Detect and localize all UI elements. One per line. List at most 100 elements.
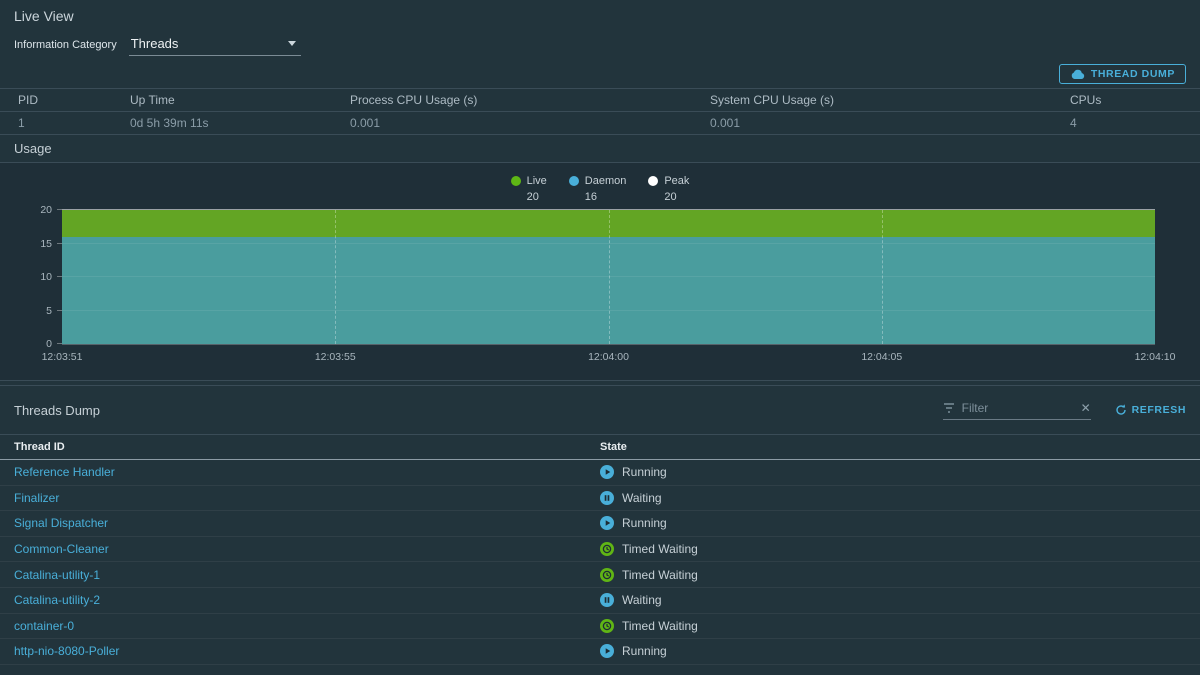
play-icon <box>600 516 614 531</box>
h-gridline <box>62 242 1155 244</box>
y-tick-mark <box>57 276 62 277</box>
play-icon <box>600 465 614 480</box>
legend-value: 20 <box>664 191 677 203</box>
v-gridline <box>335 210 337 344</box>
thread-id-link[interactable]: Common-Cleaner <box>14 542 109 557</box>
thread-state: Timed Waiting <box>586 542 1200 557</box>
filter-icon <box>943 402 954 413</box>
process-cell-value: 4 <box>1070 116 1077 130</box>
actions-row: THREAD DUMP <box>0 56 1200 88</box>
filter-group: ✕ <box>942 400 1091 420</box>
usage-title: Usage <box>14 141 52 156</box>
y-axis-label: 0 <box>46 338 52 350</box>
legend-dot-icon <box>568 176 579 186</box>
live-area <box>62 210 1155 237</box>
v-gridline <box>881 210 883 344</box>
thread-state: Timed Waiting <box>586 567 1200 582</box>
threads-table-body: Reference Handler Running Finalizer Waiting… <box>0 460 1200 665</box>
thread-state: Waiting <box>586 490 1200 505</box>
cloud-download-icon <box>1071 69 1084 79</box>
y-tick-mark <box>57 209 62 210</box>
thread-dump-button[interactable]: THREAD DUMP <box>1058 64 1186 84</box>
thread-id-column-header: Thread ID <box>14 441 65 453</box>
process-column-header: System CPU Usage (s) <box>710 93 835 107</box>
usage-section: Usage <box>0 135 1200 163</box>
thread-state: Running <box>586 516 1200 531</box>
clock-icon <box>600 618 614 633</box>
thread-usage-chart: Live 20 Daemon 16 Peak 20 0 5 10 15 20 12:03:51 12:… <box>0 163 1200 381</box>
x-axis-label: 12:04:05 <box>861 351 903 363</box>
thread-state-label: Timed Waiting <box>622 618 698 633</box>
legend-label: Peak <box>664 175 690 187</box>
refresh-button[interactable]: REFRESH <box>1115 404 1186 416</box>
thread-state: Running <box>586 465 1200 480</box>
y-axis-label: 15 <box>40 237 52 250</box>
process-table-body: 1 0d 5h 39m 11s 0.001 0.001 4 <box>0 112 1200 135</box>
chart-plot-area: 0 5 10 15 20 12:03:51 12:03:55 12:04:00 12:04:05… <box>40 204 1175 363</box>
chart-legend: Live 20 Daemon 16 Peak 20 <box>0 175 1200 203</box>
page-title: Live View <box>14 8 74 24</box>
legend-label: Live <box>526 175 547 187</box>
thread-row: Reference Handler Running <box>0 460 1200 486</box>
thread-state: Waiting <box>586 593 1200 608</box>
x-axis-label: 12:04:00 <box>588 351 629 363</box>
threads-dump-header: Threads Dump ✕ REFRESH <box>0 386 1200 435</box>
chevron-down-icon <box>287 41 296 46</box>
legend-dot-icon <box>648 176 659 186</box>
clock-icon <box>600 542 614 557</box>
daemon-area <box>62 236 1155 344</box>
thread-state-label: Running <box>622 644 667 659</box>
state-column-header: State <box>600 441 627 453</box>
legend-item-live[interactable]: Live 20 <box>510 175 547 203</box>
thread-row: Signal Dispatcher Running <box>0 511 1200 537</box>
thread-id-link[interactable]: Catalina-utility-2 <box>14 593 101 608</box>
thread-row: http-nio-8080-Poller Running <box>0 639 1200 665</box>
h-gridline <box>62 276 1155 277</box>
thread-row: Common-Cleaner Timed Waiting <box>0 537 1200 563</box>
thread-id-link[interactable]: Catalina-utility-1 <box>14 567 101 582</box>
x-axis-label: 12:03:51 <box>41 351 83 363</box>
y-tick-mark <box>57 242 62 244</box>
thread-state-label: Running <box>622 465 667 480</box>
y-axis-label: 20 <box>40 204 52 216</box>
process-row: 1 0d 5h 39m 11s 0.001 0.001 4 <box>0 112 1200 135</box>
thread-state-label: Timed Waiting <box>622 567 698 582</box>
process-column-header: Up Time <box>130 93 175 107</box>
legend-item-peak[interactable]: Peak 20 <box>648 175 689 203</box>
threads-table-header: Thread ID State <box>0 435 1200 460</box>
process-cell-value: 0.001 <box>710 116 741 130</box>
thread-id-link[interactable]: Finalizer <box>14 490 60 505</box>
information-category-select[interactable]: Threads <box>128 34 301 56</box>
process-column-header: PID <box>18 93 39 107</box>
x-axis-label: 12:04:10 <box>1134 351 1176 363</box>
play-icon <box>600 644 614 659</box>
process-table-header: PID Up Time Process CPU Usage (s) System CP… <box>0 89 1200 112</box>
refresh-icon <box>1115 404 1126 415</box>
y-axis-label: 10 <box>40 271 52 283</box>
thread-state-label: Running <box>622 516 667 531</box>
thread-id-link[interactable]: container-0 <box>14 618 75 633</box>
process-column-header: Process CPU Usage (s) <box>350 93 478 107</box>
clear-filter-icon[interactable]: ✕ <box>1080 400 1091 415</box>
process-column-header: CPUs <box>1070 93 1102 107</box>
x-axis-label: 12:03:55 <box>314 351 356 363</box>
legend-dot-icon <box>510 176 521 186</box>
thread-state: Running <box>586 644 1200 659</box>
thread-id-link[interactable]: Signal Dispatcher <box>14 516 109 531</box>
filter-input[interactable] <box>961 400 1074 415</box>
legend-item-daemon[interactable]: Daemon 16 <box>568 175 627 203</box>
legend-value: 20 <box>526 191 539 203</box>
v-gridline <box>608 210 610 344</box>
thread-row: container-0 Timed Waiting <box>0 614 1200 640</box>
y-axis-label: 5 <box>46 304 52 317</box>
legend-label: Daemon <box>584 175 627 187</box>
thread-id-link[interactable]: http-nio-8080-Poller <box>14 644 120 659</box>
thread-row: Catalina-utility-2 Waiting <box>0 588 1200 614</box>
thread-id-link[interactable]: Reference Handler <box>14 465 115 480</box>
pause-icon <box>600 490 614 505</box>
process-cell-value: 1 <box>18 116 25 130</box>
process-table: PID Up Time Process CPU Usage (s) System CP… <box>0 88 1200 135</box>
legend-value: 16 <box>584 191 598 203</box>
threads-dump-panel: Threads Dump ✕ REFRESH Thread ID State R… <box>0 385 1200 665</box>
